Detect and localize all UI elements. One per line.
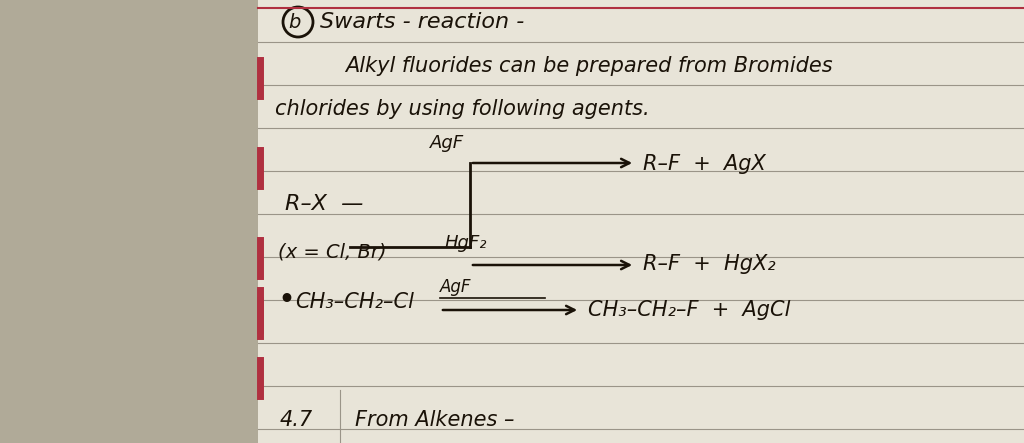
Text: CH₃–CH₂–Cl: CH₃–CH₂–Cl (295, 292, 414, 312)
Text: chlorides by using following agents.: chlorides by using following agents. (275, 99, 649, 119)
Text: AgF: AgF (430, 134, 464, 152)
Text: CH₃–CH₂–F  +  AgCl: CH₃–CH₂–F + AgCl (588, 300, 791, 320)
Text: Alkyl fluorides can be prepared from Bromides: Alkyl fluorides can be prepared from Bro… (345, 56, 833, 76)
Text: •: • (278, 288, 294, 312)
Bar (258, 0, 1024, 443)
Text: R–F  +  AgX: R–F + AgX (643, 154, 766, 174)
Text: AgF: AgF (440, 278, 471, 296)
Text: 4.7: 4.7 (280, 410, 313, 430)
Text: HgF₂: HgF₂ (445, 234, 487, 252)
Text: R–X  —: R–X — (285, 194, 364, 214)
Text: b: b (288, 13, 300, 32)
Bar (0, 0, 258, 443)
Text: R–F  +  HgX₂: R–F + HgX₂ (643, 254, 775, 274)
Text: Swarts - reaction -: Swarts - reaction - (319, 12, 524, 32)
Text: (x = Cl, Br): (x = Cl, Br) (278, 243, 386, 262)
Text: From Alkenes –: From Alkenes – (355, 410, 514, 430)
